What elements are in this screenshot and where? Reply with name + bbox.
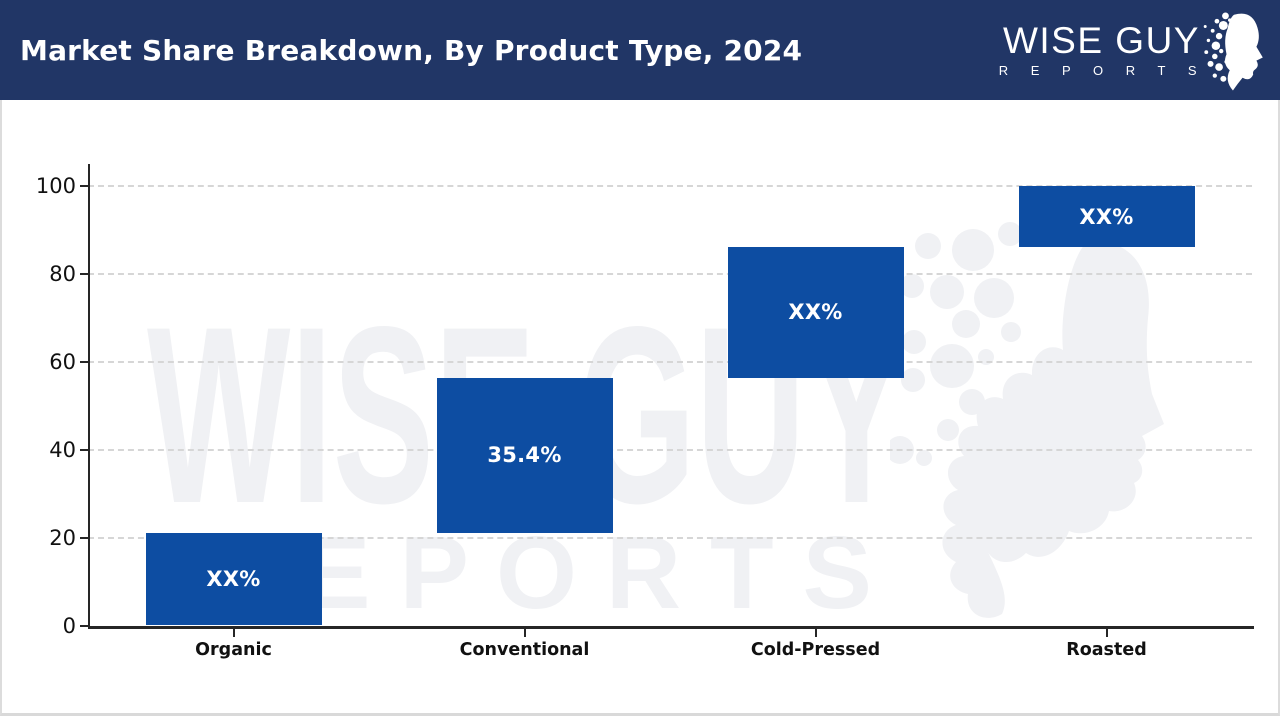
bar-organic: XX% [145,533,322,626]
watermark-head-graphic [890,222,1164,618]
y-tick [80,536,88,539]
y-tick-label: 80 [49,261,76,286]
brand-logo: WISE GUY R E P O R T S [999,7,1266,93]
x-tick-label: Roasted [1066,640,1147,660]
x-tick-label: Conventional [459,640,590,660]
brand-head-icon [1203,12,1263,91]
bar-value-label: XX% [1079,204,1134,229]
gridline [88,272,1252,275]
gridline [88,185,1252,187]
y-tick [80,360,88,363]
gridline [88,536,1252,539]
bar-conventional: 35.4% [436,377,613,534]
y-tick [80,624,88,627]
x-tick-label: Organic [195,640,272,660]
bar-value-label: 35.4% [487,443,562,468]
bar-cold-pressed: XX% [727,247,904,378]
x-tick [232,628,235,637]
y-tick [80,185,88,187]
y-tick-label: 100 [35,174,76,198]
bar-value-label: XX% [788,300,843,325]
bar-value-label: XX% [206,567,261,592]
gridline [88,360,1252,363]
y-axis-line [88,164,90,628]
gridline [88,448,1252,451]
x-tick [523,628,526,637]
y-tick-label: 40 [49,437,76,462]
x-axis-line [88,625,1254,629]
x-tick [1105,628,1108,637]
header: Market Share Breakdown, By Product Type,… [0,0,1280,100]
y-tick-label: 20 [49,525,76,550]
bar-roasted: XX% [1018,186,1195,248]
y-tick-label: 60 [49,349,76,374]
chart-area: WISE GUY R E P O R T S 0 20 40 60 80 100 Organ… [0,100,1280,716]
page-title: Market Share Breakdown, By Product Type,… [20,33,803,67]
y-tick [80,272,88,275]
brand-name: WISE GUY [1002,20,1200,61]
x-tick [814,628,817,637]
x-tick-label: Cold-Pressed [750,640,881,660]
brand-subtitle: R E P O R T S [998,63,1206,78]
brand-wordmark: WISE GUY R E P O R T S [999,22,1200,78]
y-tick-label: 0 [62,613,76,638]
y-tick [80,448,88,451]
